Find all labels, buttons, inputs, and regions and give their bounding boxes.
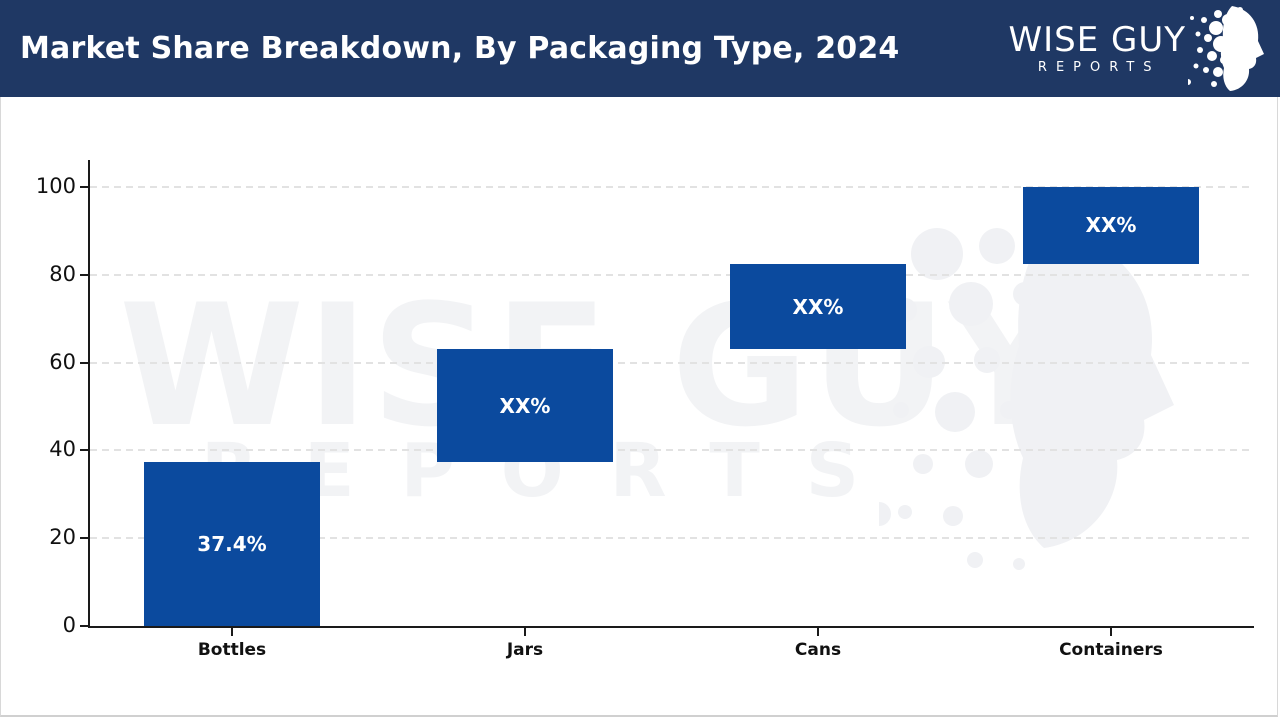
gridline-20 — [90, 537, 1254, 540]
x-tick-cans — [817, 628, 819, 636]
y-tick-label-0: 0 — [62, 613, 76, 637]
bar-value-label-bottles: 37.4% — [197, 531, 267, 556]
x-tick-label-cans: Cans — [794, 640, 842, 660]
y-tick-label-40: 40 — [49, 437, 76, 462]
brand-name: WISE GUY — [1008, 20, 1186, 60]
y-tick-label-100: 100 — [35, 174, 76, 198]
brand-face-icon — [1188, 5, 1264, 91]
gridline-80 — [90, 273, 1254, 276]
y-tick-label-80: 80 — [49, 261, 76, 286]
bar-value-label-cans: XX% — [792, 294, 844, 319]
x-tick-label-bottles: Bottles — [197, 640, 267, 660]
x-tick-jars — [524, 628, 526, 636]
bar-cans: XX% — [730, 263, 906, 350]
header-bar: Market Share Breakdown, By Packaging Typ… — [0, 0, 1280, 97]
y-tick-20 — [80, 537, 88, 540]
bar-jars: XX% — [437, 349, 613, 462]
y-tick-80 — [80, 273, 88, 276]
y-tick-0 — [80, 625, 88, 627]
y-axis — [88, 160, 90, 628]
x-tick-label-containers: Containers — [1059, 640, 1163, 660]
y-tick-label-60: 60 — [49, 349, 76, 374]
y-tick-60 — [80, 361, 88, 364]
y-tick-40 — [80, 449, 88, 452]
x-tick-label-jars: Jars — [506, 640, 544, 660]
y-tick-label-20: 20 — [49, 525, 76, 550]
chart-canvas: WISE GUY REPORTS 0 20 40 60 80 100 37.4% Bottle… — [0, 97, 1278, 717]
gridline-40 — [90, 449, 1254, 452]
page-title: Market Share Breakdown, By Packaging Typ… — [20, 31, 900, 66]
x-tick-bottles — [231, 628, 233, 636]
brand-subname: REPORTS — [1037, 60, 1161, 75]
y-tick-100 — [80, 186, 88, 188]
gridline-100 — [90, 186, 1254, 188]
bar-bottles: 37.4% — [144, 461, 320, 626]
brand-logo-text: WISE GUY REPORTS — [1008, 23, 1186, 74]
bar-containers: XX% — [1023, 187, 1199, 264]
x-axis — [88, 626, 1254, 628]
bar-value-label-jars: XX% — [499, 393, 551, 418]
bar-value-label-containers: XX% — [1085, 213, 1137, 238]
gridline-60 — [90, 361, 1254, 364]
brand-logo: WISE GUY REPORTS — [1008, 4, 1266, 94]
x-tick-containers — [1110, 628, 1112, 636]
